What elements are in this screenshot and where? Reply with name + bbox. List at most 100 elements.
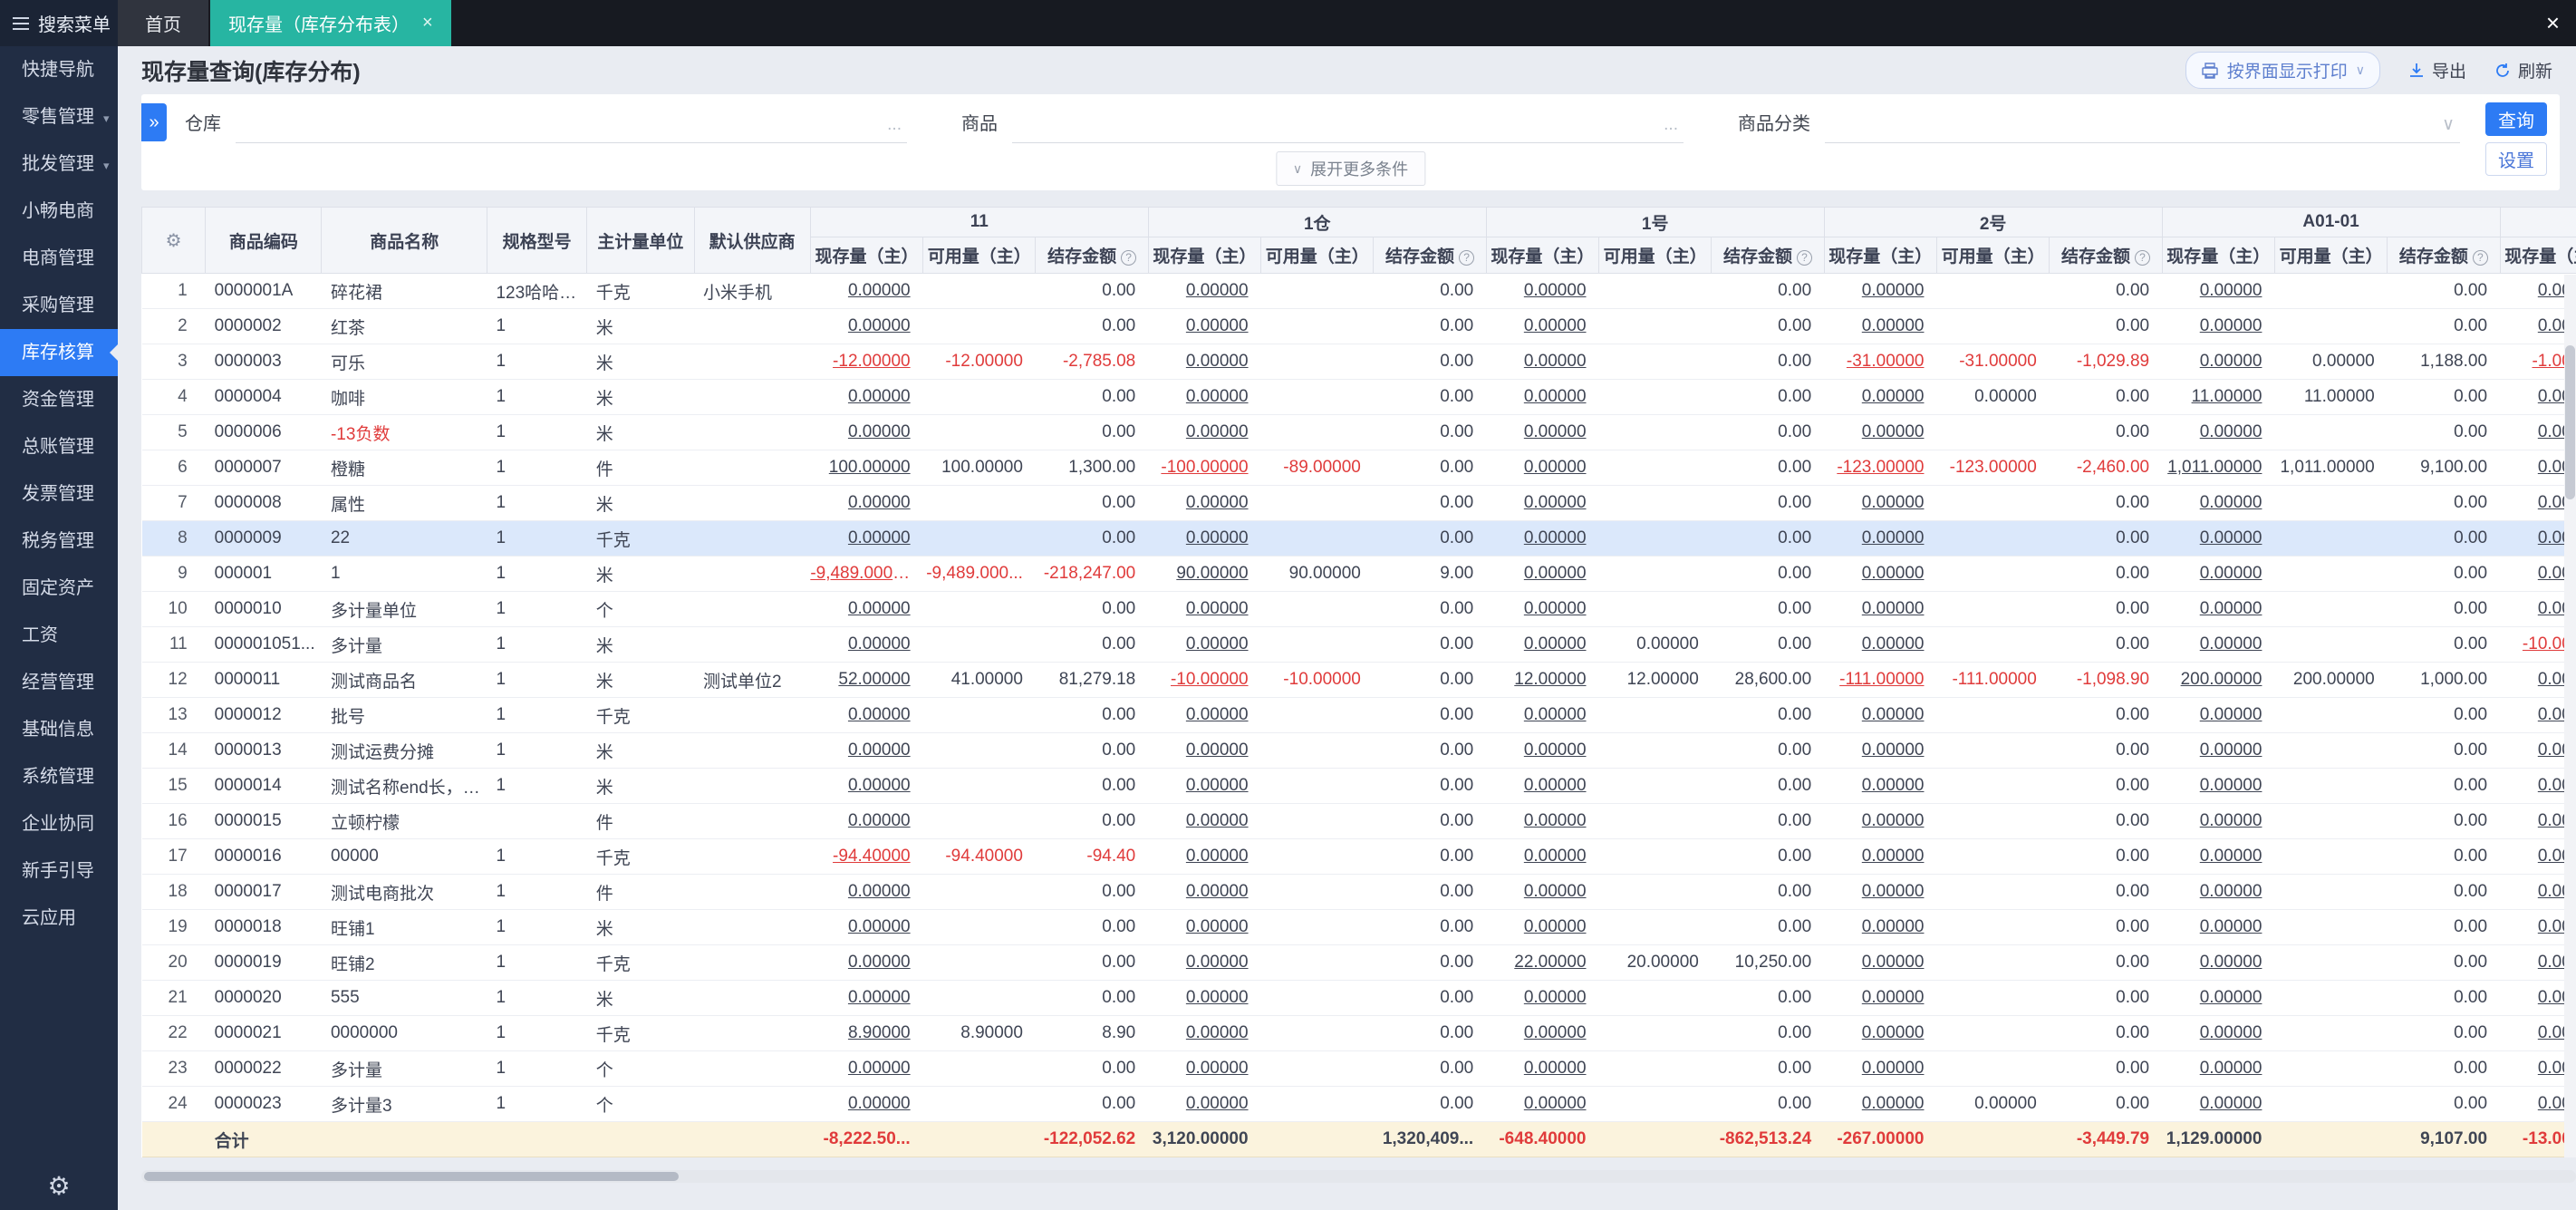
- tab-inventory-distribution[interactable]: 现存量（库存分布表） ×: [210, 0, 451, 46]
- cell-qty-on-hand[interactable]: 0.00000: [2500, 485, 2576, 521]
- table-row[interactable]: 8 0000009 22 1 千克 0.00000 0.00 0.00000 0.00 0.000…: [141, 520, 2576, 557]
- cell-qty-on-hand[interactable]: 1,011.00000: [2162, 450, 2275, 486]
- cell-qty-on-hand[interactable]: 0.00000: [1824, 909, 1937, 945]
- cell-qty-on-hand[interactable]: 0.00000: [2500, 556, 2576, 592]
- export-button[interactable]: 导出: [2407, 58, 2466, 82]
- cell-qty-on-hand[interactable]: 52.00000: [810, 662, 923, 698]
- cell-qty-on-hand[interactable]: 0.00000: [810, 414, 923, 450]
- collapse-panel-button[interactable]: »: [141, 103, 167, 141]
- cell-qty-on-hand[interactable]: 0.00000: [2162, 520, 2275, 557]
- cell-qty-on-hand[interactable]: 0.00000: [2162, 697, 2275, 733]
- window-close-icon[interactable]: ×: [2545, 9, 2560, 36]
- table-row[interactable]: 13 0000012 批号 1 千克 0.00000 0.00 0.00000 0.00 0.00…: [141, 697, 2576, 733]
- table-row[interactable]: 12 0000011 测试商品名 1 米测试单位2 52.00000 41.00000 81,…: [141, 662, 2576, 698]
- cell-qty-on-hand[interactable]: 0.00000: [1148, 1050, 1261, 1087]
- cell-qty-on-hand[interactable]: 0.00000: [1148, 273, 1261, 309]
- cell-qty-on-hand[interactable]: 0.00000: [1486, 732, 1599, 769]
- cell-qty-on-hand[interactable]: 0.00000: [1148, 732, 1261, 769]
- cell-qty-on-hand[interactable]: 22.00000: [1486, 944, 1599, 981]
- cell-qty-on-hand[interactable]: 0.00000: [810, 273, 923, 309]
- warehouse-input[interactable]: ...: [236, 107, 907, 143]
- cell-qty-on-hand[interactable]: 0.00000: [2162, 626, 2275, 663]
- cell-qty-on-hand[interactable]: 0.00000: [1148, 803, 1261, 839]
- sidebar-item-3[interactable]: 小畅电商: [0, 188, 118, 235]
- cell-qty-on-hand[interactable]: 0.00000: [2500, 980, 2576, 1016]
- cell-qty-on-hand[interactable]: 0.00000: [1824, 838, 1937, 875]
- cell-qty-on-hand[interactable]: 0.00000: [2162, 1015, 2275, 1051]
- cell-qty-on-hand[interactable]: -1.00000: [2500, 344, 2576, 380]
- category-select[interactable]: ∨: [1825, 107, 2460, 143]
- cell-qty-on-hand[interactable]: 12.00000: [1486, 662, 1599, 698]
- sidebar-item-16[interactable]: 企业协同: [0, 800, 118, 847]
- cell-qty-on-hand[interactable]: 0.00000: [1148, 1015, 1261, 1051]
- cell-qty-on-hand[interactable]: 0.00000: [2500, 874, 2576, 910]
- cell-qty-on-hand[interactable]: 0.00000: [1148, 909, 1261, 945]
- horizontal-scrollbar[interactable]: [141, 1170, 2576, 1183]
- cell-qty-on-hand[interactable]: 0.00000: [1148, 379, 1261, 415]
- sidebar-item-1[interactable]: 零售管理 ▾: [0, 93, 118, 140]
- cell-qty-on-hand[interactable]: 0.00000: [1486, 344, 1599, 380]
- cell-qty-on-hand[interactable]: 0.00000: [2500, 909, 2576, 945]
- cell-qty-on-hand[interactable]: 0.00000: [1148, 344, 1261, 380]
- cell-qty-on-hand[interactable]: 8.90000: [810, 1015, 923, 1051]
- cell-qty-on-hand[interactable]: 0.00000: [1824, 485, 1937, 521]
- sidebar-item-18[interactable]: 云应用: [0, 895, 118, 942]
- table-row[interactable]: 9 000001 1 1 米 -9,489.00000 -9,489.000... -218,…: [141, 556, 2576, 592]
- cell-qty-on-hand[interactable]: 0.00000: [1486, 874, 1599, 910]
- cell-qty-on-hand[interactable]: 0.00000: [1148, 874, 1261, 910]
- cell-qty-on-hand[interactable]: 0.00000: [810, 697, 923, 733]
- cell-qty-on-hand[interactable]: 0.00000: [1824, 1086, 1937, 1122]
- cell-qty-on-hand[interactable]: -10.00000: [2500, 626, 2576, 663]
- table-row[interactable]: 18 0000017 测试电商批次 1 件 0.00000 0.00 0.00000 0.00 0…: [141, 874, 2576, 910]
- goods-picker-icon[interactable]: ...: [1664, 114, 1678, 134]
- cell-qty-on-hand[interactable]: 0.00000: [2500, 450, 2576, 486]
- sidebar-item-14[interactable]: 基础信息: [0, 706, 118, 753]
- table-row[interactable]: 10 0000010 多计量单位 1 个 0.00000 0.00 0.00000 0.00 0.…: [141, 591, 2576, 627]
- help-icon[interactable]: ?: [2134, 250, 2150, 266]
- cell-qty-on-hand[interactable]: 0.00000: [2162, 556, 2275, 592]
- sidebar-item-6[interactable]: 库存核算: [0, 329, 118, 376]
- cell-qty-on-hand[interactable]: 0.00000: [810, 520, 923, 557]
- cell-qty-on-hand[interactable]: 0.00000: [2162, 980, 2275, 1016]
- cell-qty-on-hand[interactable]: -12.00000: [810, 344, 923, 380]
- cell-qty-on-hand[interactable]: 0.00000: [2162, 732, 2275, 769]
- cell-qty-on-hand[interactable]: 0.00000: [1148, 1086, 1261, 1122]
- refresh-button[interactable]: 刷新: [2494, 58, 2552, 82]
- sidebar-search-menu[interactable]: 搜索菜单: [0, 0, 118, 46]
- cell-qty-on-hand[interactable]: 0.00000: [2500, 379, 2576, 415]
- cell-qty-on-hand[interactable]: 0.00000: [2500, 803, 2576, 839]
- cell-qty-on-hand[interactable]: 0.00000: [1486, 273, 1599, 309]
- cell-qty-on-hand[interactable]: -94.40000: [810, 838, 923, 875]
- vertical-scrollbar-thumb[interactable]: [2565, 345, 2575, 499]
- table-row[interactable]: 2 0000002 红茶 1 米 0.00000 0.00 0.00000 0.00 0.0000…: [141, 308, 2576, 344]
- cell-qty-on-hand[interactable]: 0.00000: [2162, 591, 2275, 627]
- cell-qty-on-hand[interactable]: 0.00000: [1486, 980, 1599, 1016]
- cell-qty-on-hand[interactable]: 0.00000: [1486, 838, 1599, 875]
- cell-qty-on-hand[interactable]: 0.00000: [1148, 697, 1261, 733]
- sidebar-item-15[interactable]: 系统管理: [0, 753, 118, 800]
- sidebar-item-9[interactable]: 发票管理: [0, 470, 118, 518]
- cell-qty-on-hand[interactable]: 0.00000: [1824, 273, 1937, 309]
- expand-more-conditions-button[interactable]: ∨ 展开更多条件: [1275, 151, 1426, 186]
- sidebar-item-0[interactable]: 快捷导航: [0, 46, 118, 93]
- cell-qty-on-hand[interactable]: 0.00000: [1824, 944, 1937, 981]
- cell-qty-on-hand[interactable]: 100.00000: [810, 450, 923, 486]
- cell-qty-on-hand[interactable]: 0.00000: [1824, 1050, 1937, 1087]
- table-row[interactable]: 7 0000008 属性 1 米 0.00000 0.00 0.00000 0.00 0.0000…: [141, 485, 2576, 521]
- cell-qty-on-hand[interactable]: 0.00000: [2500, 414, 2576, 450]
- cell-qty-on-hand[interactable]: 0.00000: [2500, 1050, 2576, 1087]
- horizontal-scrollbar-thumb[interactable]: [144, 1172, 679, 1181]
- cell-qty-on-hand[interactable]: 0.00000: [1148, 944, 1261, 981]
- cell-qty-on-hand[interactable]: 0.00000: [1824, 379, 1937, 415]
- cell-qty-on-hand[interactable]: 0.00000: [2162, 838, 2275, 875]
- sidebar-item-4[interactable]: 电商管理: [0, 235, 118, 282]
- table-row[interactable]: 20 0000019 旺铺2 1 千克 0.00000 0.00 0.00000 0.00 22.…: [141, 944, 2576, 981]
- table-row[interactable]: 14 0000013 测试运费分摊 1 米 0.00000 0.00 0.00000 0.00 0…: [141, 732, 2576, 769]
- cell-qty-on-hand[interactable]: 0.00000: [2162, 803, 2275, 839]
- cell-qty-on-hand[interactable]: 0.00000: [1148, 485, 1261, 521]
- table-row[interactable]: 17 0000016 00000 1 千克 -94.40000 -94.40000 -94.4…: [141, 838, 2576, 875]
- cell-qty-on-hand[interactable]: 0.00000: [2162, 874, 2275, 910]
- cell-qty-on-hand[interactable]: 0.00000: [1824, 874, 1937, 910]
- cell-qty-on-hand[interactable]: -123.00000: [1824, 450, 1937, 486]
- tab-close-icon[interactable]: ×: [422, 13, 433, 33]
